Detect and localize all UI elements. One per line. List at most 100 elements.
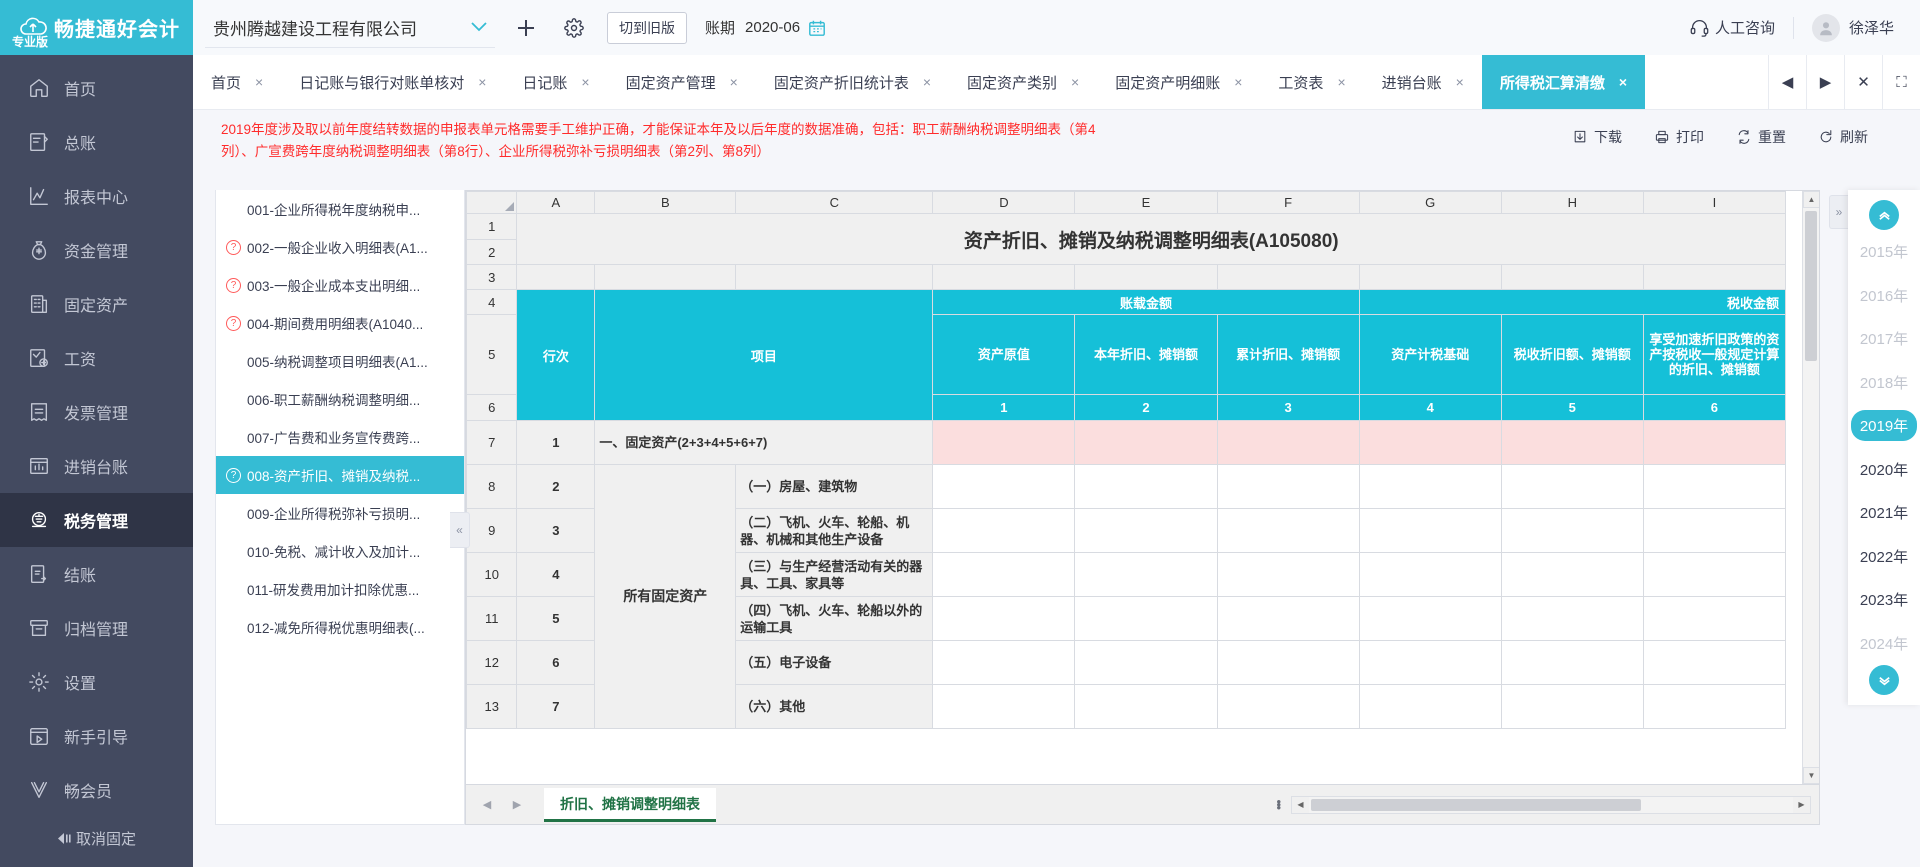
sheet-cell-E3[interactable] xyxy=(1074,264,1218,290)
value-cell-r5-c1[interactable] xyxy=(932,596,1076,641)
value-cell-r2-c6[interactable] xyxy=(1642,464,1787,509)
value-cell-r1-c4[interactable] xyxy=(1358,420,1502,465)
horizontal-scrollbar[interactable]: ◀ ▶ xyxy=(1291,795,1811,814)
column-index-4[interactable]: 4 xyxy=(1358,394,1502,421)
column-header-F[interactable]: F xyxy=(1216,191,1360,214)
sheet-cell-C3[interactable] xyxy=(735,264,934,290)
row-number-cell-7[interactable]: 7 xyxy=(516,684,596,729)
report-list-item-1[interactable]: 001-企业所得税年度纳税申... xyxy=(216,190,464,228)
tab-close-icon[interactable]: × xyxy=(581,74,590,90)
sidebar-item-7[interactable]: 发票管理 xyxy=(0,385,193,439)
column-index-2[interactable]: 2 xyxy=(1074,394,1218,421)
column-title-4[interactable]: 资产计税基础 xyxy=(1358,314,1502,395)
value-cell-r7-c1[interactable] xyxy=(932,684,1076,729)
row-header-6[interactable]: 6 xyxy=(466,394,518,421)
row-header-3[interactable]: 3 xyxy=(466,264,518,290)
row-label-cell-3[interactable]: （二）飞机、火车、轮船、机器、机械和其他生产设备 xyxy=(735,508,934,553)
switch-old-version-button[interactable]: 切到旧版 xyxy=(607,11,687,44)
value-cell-r5-c2[interactable] xyxy=(1074,596,1218,641)
sidebar-item-3[interactable]: 报表中心 xyxy=(0,169,193,223)
value-cell-r5-c6[interactable] xyxy=(1642,596,1787,641)
sheet-prev-button[interactable]: ◀ xyxy=(482,799,492,811)
value-cell-r4-c5[interactable] xyxy=(1500,552,1644,597)
value-cell-r6-c3[interactable] xyxy=(1216,640,1360,685)
year-item-3[interactable]: 2017年 xyxy=(1848,317,1920,361)
value-cell-r5-c3[interactable] xyxy=(1216,596,1360,641)
row-label-cell-1[interactable]: 一、固定资产(2+3+4+5+6+7) xyxy=(594,420,934,465)
value-cell-r3-c2[interactable] xyxy=(1074,508,1218,553)
row-header-11[interactable]: 11 xyxy=(466,596,518,641)
toolbar-button-2[interactable]: 打印 xyxy=(1654,127,1704,147)
value-cell-r1-c5[interactable] xyxy=(1500,420,1644,465)
tab-scroll-right-button[interactable]: ▶ xyxy=(1806,55,1844,109)
group-label-cell[interactable]: 所有固定资产 xyxy=(594,464,737,729)
year-item-9[interactable]: 2023年 xyxy=(1848,578,1920,622)
vertical-scroll-thumb[interactable] xyxy=(1805,211,1817,361)
spreadsheet-grid[interactable]: A B C D E F G H I 1 资产折旧、摊销及纳税调整明细表(A105080) 2 3 4 行次项… xyxy=(466,191,1787,729)
report-panel-collapse-button[interactable]: « xyxy=(450,512,470,548)
value-cell-r3-c6[interactable] xyxy=(1642,508,1787,553)
column-header-E[interactable]: E xyxy=(1074,191,1218,214)
value-cell-r7-c2[interactable] xyxy=(1074,684,1218,729)
report-title-cell[interactable]: 资产折旧、摊销及纳税调整明细表(A105080) xyxy=(516,213,1786,265)
row-number-cell-1[interactable]: 1 xyxy=(516,420,596,465)
sidebar-item-11[interactable]: 归档管理 xyxy=(0,601,193,655)
tab-close-icon[interactable]: × xyxy=(922,74,932,90)
row-header-5[interactable]: 5 xyxy=(466,314,518,395)
tab-close-icon[interactable]: × xyxy=(1337,74,1346,90)
year-scroll-down-button[interactable] xyxy=(1869,665,1899,695)
tab-close-icon[interactable]: × xyxy=(1455,74,1464,90)
report-list-item-2[interactable]: ? 002-一般企业收入明细表(A1... xyxy=(216,228,464,266)
row-number-cell-6[interactable]: 6 xyxy=(516,640,596,685)
sidebar-item-2[interactable]: 总账 xyxy=(0,115,193,169)
sidebar-item-13[interactable]: 新手引导 xyxy=(0,709,193,763)
value-cell-r4-c4[interactable] xyxy=(1358,552,1502,597)
group-header-2[interactable]: 税收金额 xyxy=(1358,289,1787,315)
value-cell-r6-c5[interactable] xyxy=(1500,640,1644,685)
sheet-cell-I3[interactable] xyxy=(1642,264,1787,290)
header-item[interactable]: 项目 xyxy=(594,289,934,421)
sheet-cell-B3[interactable] xyxy=(594,264,737,290)
row-number-cell-4[interactable]: 4 xyxy=(516,552,596,597)
value-cell-r6-c2[interactable] xyxy=(1074,640,1218,685)
value-cell-r3-c4[interactable] xyxy=(1358,508,1502,553)
tab-scroll-left-button[interactable]: ◀ xyxy=(1768,55,1806,109)
value-cell-r7-c6[interactable] xyxy=(1642,684,1787,729)
sheet-cell-H3[interactable] xyxy=(1500,264,1644,290)
sidebar-item-12[interactable]: 设置 xyxy=(0,655,193,709)
row-label-cell-5[interactable]: （四）飞机、火车、轮船以外的运输工具 xyxy=(735,596,934,641)
sheet-tab[interactable]: 折旧、摊销调整明细表 xyxy=(544,787,716,822)
tab-10[interactable]: 所得税汇算清缴 × xyxy=(1481,55,1646,109)
vertical-scrollbar[interactable]: ▲ ▼ xyxy=(1802,191,1819,784)
calendar-icon[interactable] xyxy=(808,19,826,37)
tab-close-all-button[interactable]: ✕ xyxy=(1844,55,1882,109)
row-header-13[interactable]: 13 xyxy=(466,684,518,729)
row-label-cell-2[interactable]: （一）房屋、建筑物 xyxy=(735,464,934,509)
row-header-1[interactable]: 1 xyxy=(466,213,518,240)
tab-7[interactable]: 固定资产明细账 × xyxy=(1097,55,1260,109)
column-title-2[interactable]: 本年折旧、摊销额 xyxy=(1074,314,1218,395)
value-cell-r2-c2[interactable] xyxy=(1074,464,1218,509)
scroll-down-button[interactable]: ▼ xyxy=(1803,767,1819,784)
tab-2[interactable]: 日记账与银行对账单核对 × xyxy=(281,55,504,109)
value-cell-r3-c5[interactable] xyxy=(1500,508,1644,553)
row-label-cell-4[interactable]: （三）与生产经营活动有关的器具、工具、家具等 xyxy=(735,552,934,597)
sidebar-item-5[interactable]: 固定资产 xyxy=(0,277,193,331)
tab-8[interactable]: 工资表 × xyxy=(1260,55,1363,109)
year-item-10[interactable]: 2024年 xyxy=(1848,622,1920,666)
sidebar-item-1[interactable]: 首页 xyxy=(0,61,193,115)
report-list-item-6[interactable]: 006-职工薪酬纳税调整明细... xyxy=(216,380,464,418)
row-header-10[interactable]: 10 xyxy=(466,552,518,597)
value-cell-r2-c1[interactable] xyxy=(932,464,1076,509)
row-header-7[interactable]: 7 xyxy=(466,420,518,465)
hscroll-right-button[interactable]: ▶ xyxy=(1793,796,1810,813)
sidebar-item-8[interactable]: 进销台账 xyxy=(0,439,193,493)
sidebar-item-10[interactable]: 结账 xyxy=(0,547,193,601)
sheet-cell-A3[interactable] xyxy=(516,264,596,290)
sidebar-item-4[interactable]: 资金管理 xyxy=(0,223,193,277)
report-list-item-4[interactable]: ? 004-期间费用明细表(A1040... xyxy=(216,304,464,342)
year-item-8[interactable]: 2022年 xyxy=(1848,535,1920,579)
toolbar-button-4[interactable]: 刷新 xyxy=(1818,127,1868,147)
tab-4[interactable]: 固定资产管理 × xyxy=(608,55,756,109)
year-rail-toggle-button[interactable]: » xyxy=(1829,195,1848,229)
